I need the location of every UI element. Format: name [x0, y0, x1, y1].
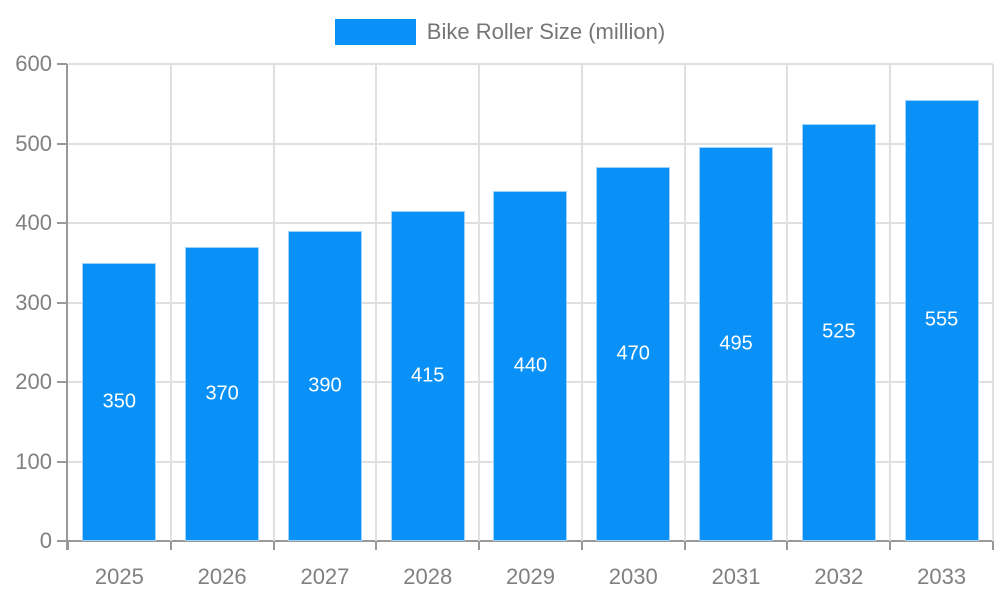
bar-2030[interactable]: 470 [596, 167, 671, 541]
v-gridline [169, 64, 172, 541]
bar-value-label: 440 [513, 354, 548, 377]
x-tick-label: 2033 [917, 564, 967, 589]
bar-2027[interactable]: 390 [287, 230, 362, 541]
y-tick-mark [57, 142, 67, 145]
y-tick-label: 200 [15, 369, 52, 395]
bar-column: 525 [787, 64, 890, 541]
v-gridline [889, 64, 892, 541]
bar-column: 370 [171, 64, 274, 541]
bar-2029[interactable]: 440 [493, 191, 568, 541]
x-tick-mark [786, 541, 789, 550]
bar-2033[interactable]: 555 [904, 99, 979, 541]
x-tick-label: 2031 [711, 564, 761, 589]
y-tick-label: 100 [15, 448, 52, 474]
y-tick-mark [57, 301, 67, 304]
bar-2032[interactable]: 525 [801, 123, 876, 541]
bar-2026[interactable]: 370 [185, 246, 260, 541]
bar-value-label: 525 [822, 320, 856, 343]
y-tick-mark [57, 381, 67, 384]
x-tick-mark [478, 541, 481, 550]
x-axis-labels: 2025 2026 2027 2028 2029 2030 2031 2032 2033 [68, 563, 993, 591]
v-gridline [478, 64, 481, 541]
bar-column: 555 [890, 64, 993, 541]
legend-label: Bike Roller Size (million) [426, 19, 666, 44]
bar-2031[interactable]: 495 [699, 147, 774, 541]
bar-column: 350 [68, 64, 171, 541]
x-tick-label: 2032 [814, 564, 864, 589]
x-tick-mark [375, 541, 378, 550]
y-tick-label: 500 [15, 130, 52, 156]
y-tick-mark [57, 63, 67, 65]
x-tick-label: 2028 [403, 564, 453, 589]
bar-value-label: 495 [719, 332, 753, 355]
y-axis-line [66, 64, 68, 550]
x-tick-label: 2027 [300, 564, 350, 589]
x-tick-mark [272, 541, 275, 550]
v-gridline [992, 64, 994, 541]
h-gridline [68, 63, 993, 65]
x-tick-mark [580, 541, 583, 550]
x-tick-mark [683, 541, 686, 550]
bar-value-label: 350 [102, 390, 137, 413]
bar-column: 470 [582, 64, 685, 541]
v-gridline [580, 64, 583, 541]
h-gridline [68, 142, 993, 145]
legend-swatch [334, 19, 416, 45]
x-tick-label: 2026 [197, 564, 247, 589]
plot-area: 350 370 390 415 440 470 495 525 555 [68, 63, 994, 541]
y-tick-label: 400 [15, 210, 52, 236]
bar-column: 495 [685, 64, 788, 541]
v-gridline [786, 64, 789, 541]
x-axis-line [68, 540, 993, 542]
bar-2025[interactable]: 350 [82, 262, 157, 541]
x-tick-mark [67, 541, 69, 550]
bar-value-label: 415 [411, 364, 445, 387]
y-tick-mark [57, 222, 67, 225]
bar-value-label: 370 [205, 382, 239, 405]
bar-2028[interactable]: 415 [390, 211, 465, 541]
x-tick-label: 2029 [506, 564, 555, 589]
v-gridline [683, 64, 686, 541]
y-axis-ticks [57, 63, 67, 542]
y-tick-mark [57, 460, 67, 463]
x-tick-mark [169, 541, 172, 550]
y-axis-labels: 0 100 200 300 400 500 600 [0, 53, 52, 552]
y-tick-mark [57, 540, 67, 542]
bar-value-label: 555 [924, 308, 959, 331]
y-tick-label: 0 [39, 528, 52, 553]
x-axis-ticks [67, 541, 994, 550]
x-tick-label: 2025 [94, 564, 144, 589]
v-gridline [272, 64, 275, 541]
v-gridline [375, 64, 378, 541]
y-tick-label: 600 [15, 51, 52, 76]
x-tick-label: 2030 [608, 564, 658, 589]
bar-column: 440 [479, 64, 582, 541]
bar-value-label: 470 [616, 342, 650, 365]
x-tick-mark [889, 541, 892, 550]
chart-legend[interactable]: Bike Roller Size (million) [0, 19, 1000, 45]
bar-column: 415 [376, 64, 479, 541]
bar-value-label: 390 [308, 374, 342, 397]
x-tick-mark [992, 541, 994, 550]
bar-column: 390 [274, 64, 377, 541]
y-tick-label: 300 [15, 289, 52, 315]
